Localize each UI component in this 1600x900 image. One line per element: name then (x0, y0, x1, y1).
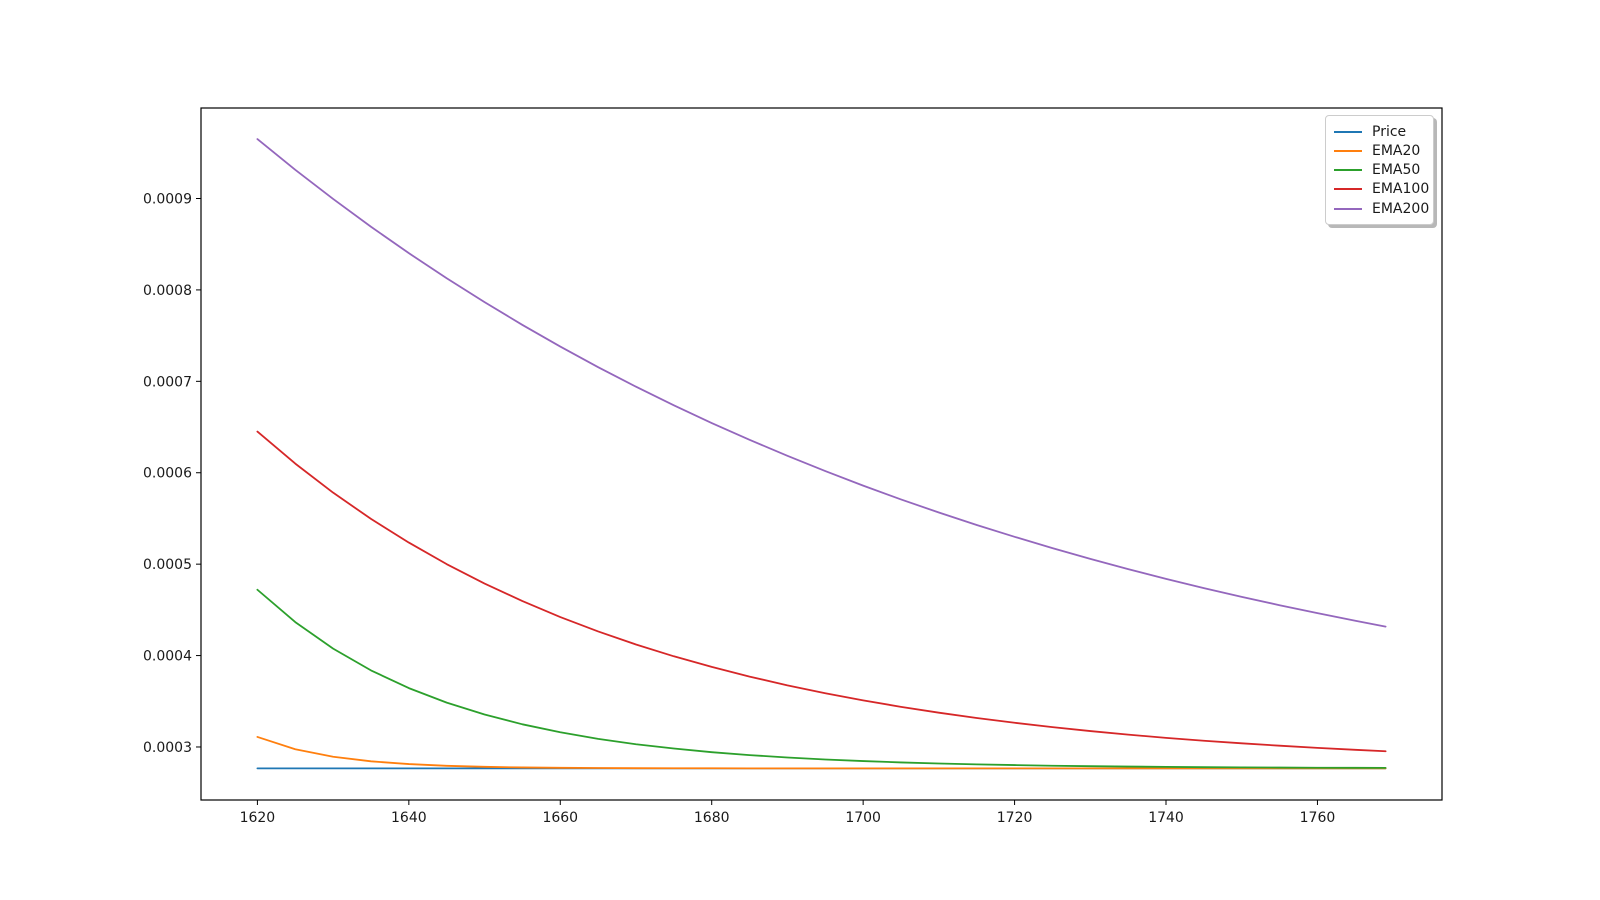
series-line-ema50 (256, 588, 1387, 769)
legend-item-ema20: EMA20 (1334, 141, 1425, 160)
legend-label-ema200: EMA200 (1372, 200, 1430, 217)
y-tick-label: 0.0007 (143, 374, 192, 390)
legend-label-price: Price (1372, 123, 1407, 140)
x-tick-label: 1680 (694, 810, 730, 826)
ema100-line-swatch (1334, 188, 1362, 191)
legend-item-price: Price (1334, 122, 1425, 141)
y-tick-label: 0.0008 (143, 283, 192, 299)
x-tick-label: 1760 (1300, 810, 1336, 826)
y-tick-label: 0.0004 (143, 649, 192, 665)
legend-label-ema20: EMA20 (1372, 142, 1421, 159)
legend-item-ema200: EMA200 (1334, 199, 1429, 218)
x-tick-label: 1720 (997, 810, 1033, 826)
x-tick-label: 1660 (542, 810, 578, 826)
y-tick-label: 0.0006 (143, 466, 192, 482)
legend-item-ema100: EMA100 (1334, 180, 1429, 199)
series-line-ema100 (256, 430, 1387, 753)
series-line-ema20 (256, 736, 1387, 770)
y-tick-label: 0.0009 (143, 191, 192, 207)
x-tick-label: 1640 (391, 810, 427, 826)
legend-label-ema50: EMA50 (1372, 162, 1421, 178)
price-line-swatch (1334, 130, 1362, 133)
ema50-line-swatch (1334, 169, 1362, 171)
ema200-line-swatch (1334, 207, 1362, 210)
legend: Price EMA20 EMA50 EMA100 EMA200 (1325, 115, 1434, 225)
legend-item-ema50: EMA50 (1334, 161, 1425, 180)
ema20-line-swatch (1334, 149, 1362, 152)
series-line-ema200 (256, 138, 1387, 628)
x-tick-label: 1700 (845, 810, 881, 826)
x-tick-label: 1620 (240, 810, 276, 826)
y-tick-label: 0.0005 (143, 557, 192, 573)
legend-label-ema100: EMA100 (1372, 181, 1430, 198)
plot-frame (200, 107, 1443, 801)
y-tick-label: 0.0003 (143, 740, 192, 756)
x-tick-label: 1740 (1148, 810, 1184, 826)
